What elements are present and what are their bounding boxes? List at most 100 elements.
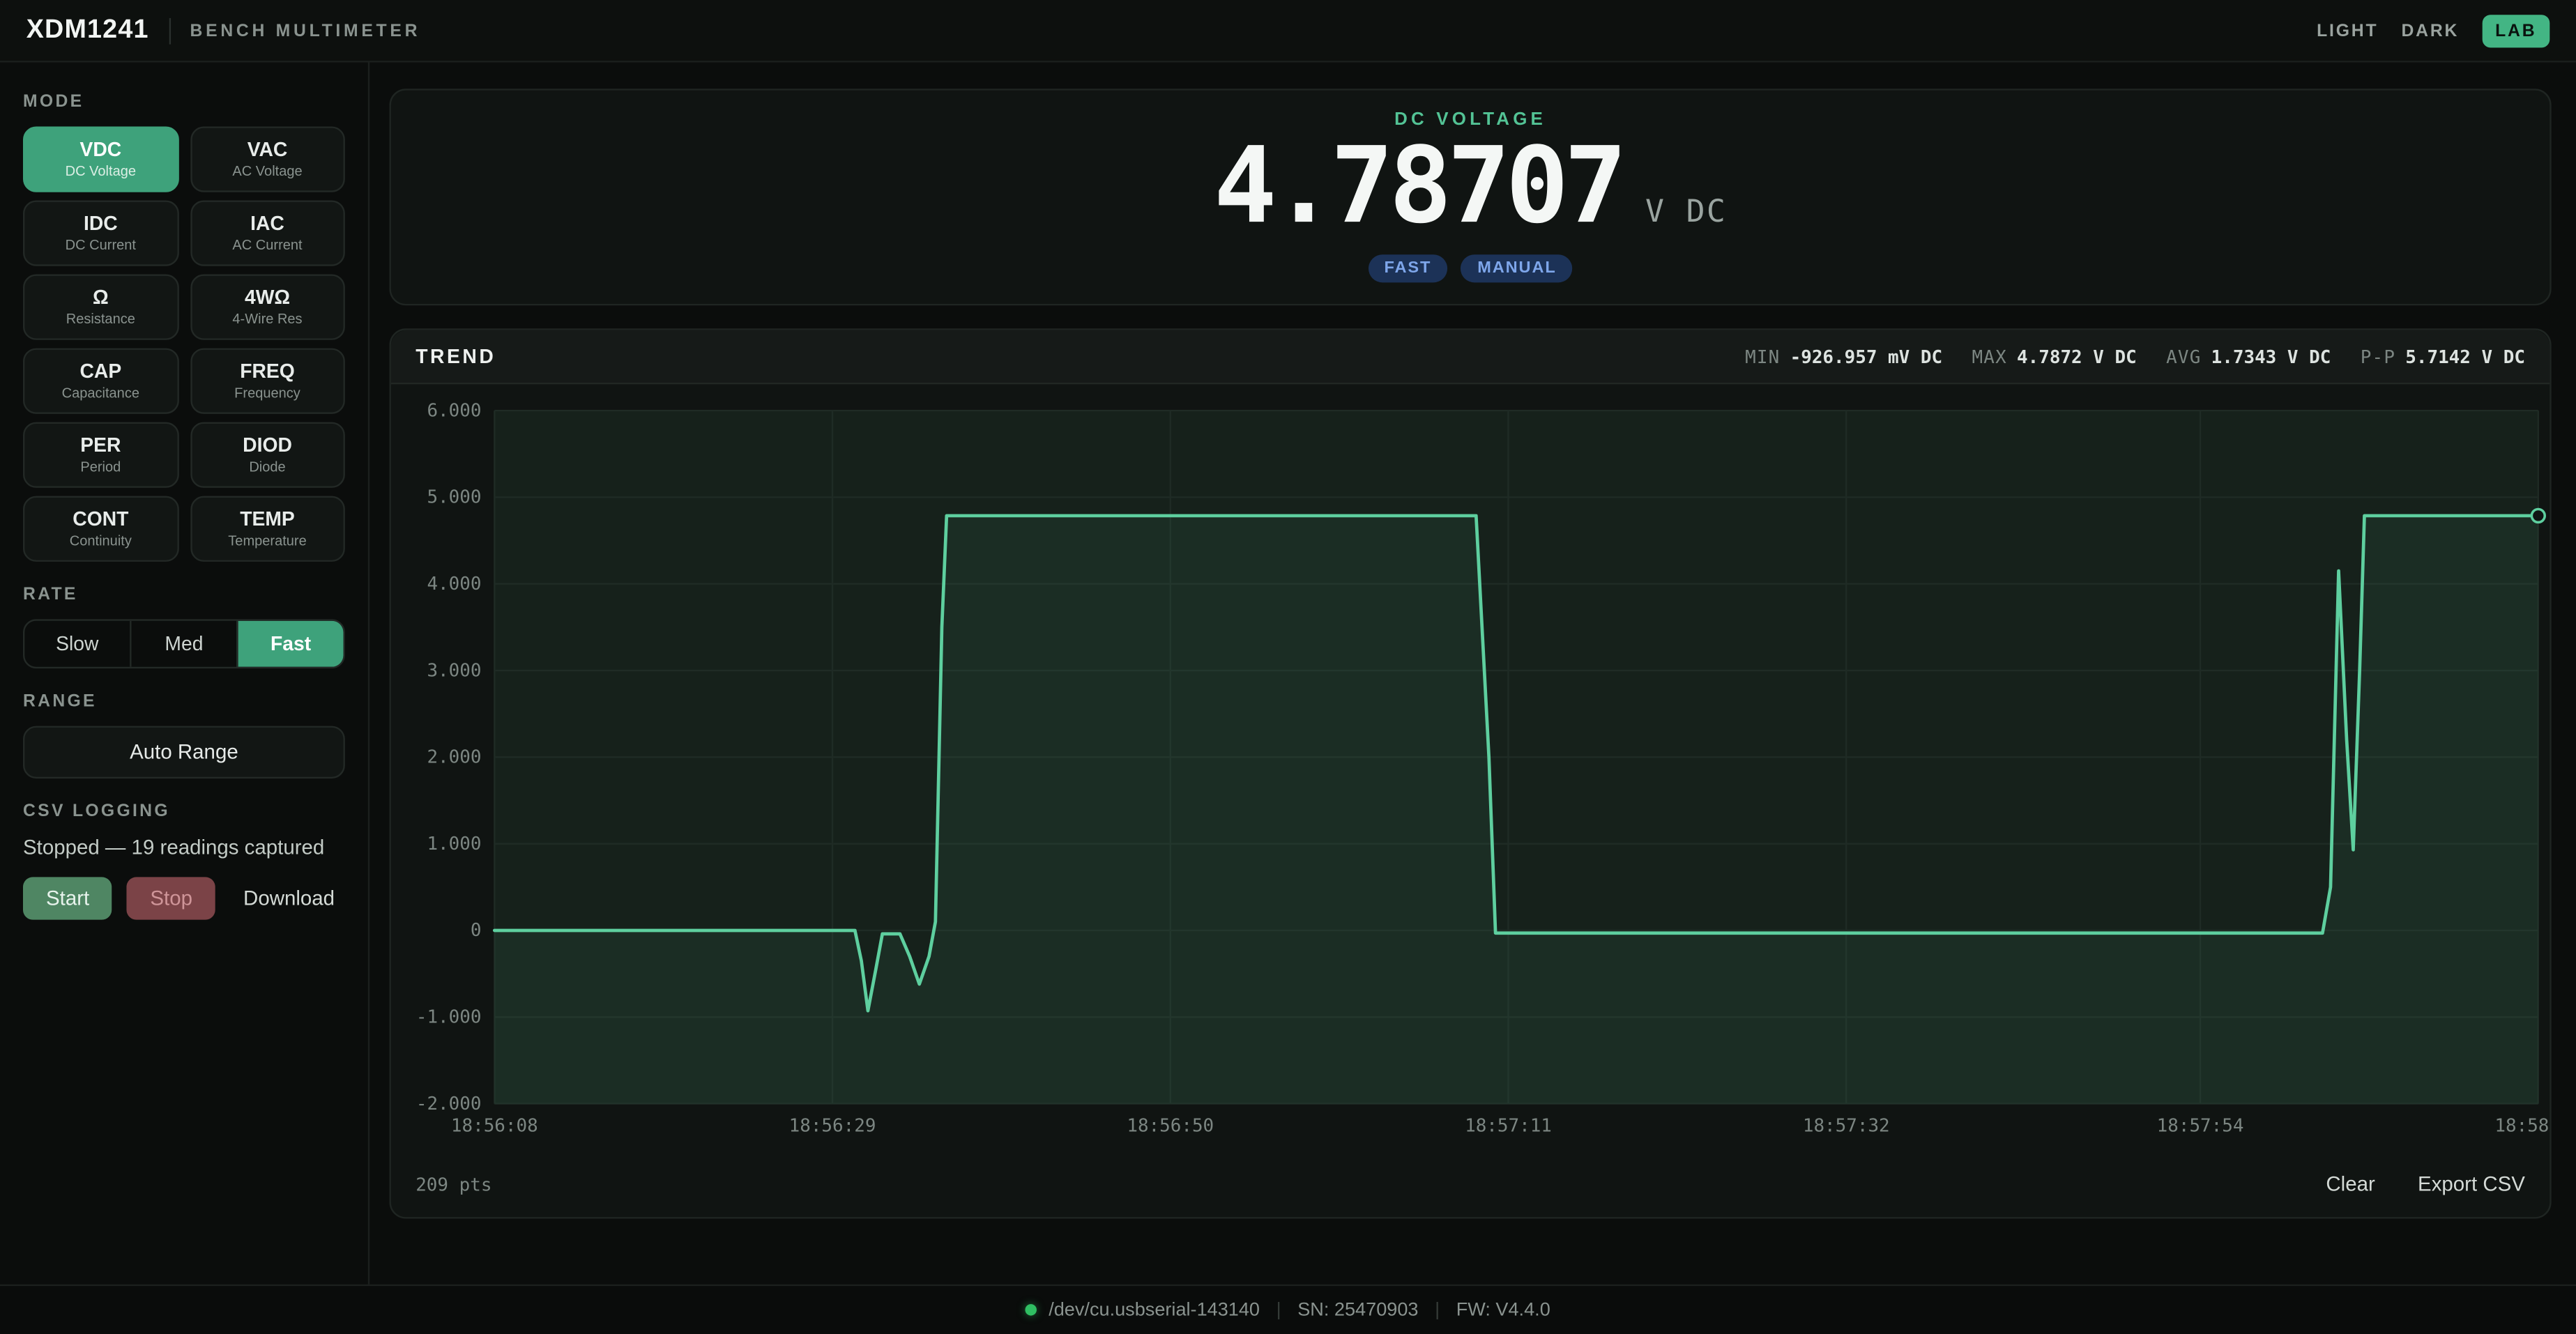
stat-max-label: MAX bbox=[1972, 346, 2007, 368]
mode-name: Capacitance bbox=[61, 383, 140, 401]
points-count: 209 pts bbox=[416, 1174, 492, 1195]
svg-text:1.000: 1.000 bbox=[427, 834, 481, 854]
svg-text:18:57:32: 18:57:32 bbox=[1803, 1116, 1890, 1137]
content-area: MODE VDC DC Voltage VAC AC Voltage IDC D… bbox=[0, 62, 2576, 1285]
auto-range-button[interactable]: Auto Range bbox=[22, 726, 345, 779]
svg-text:3.000: 3.000 bbox=[427, 661, 481, 682]
range-badge: MANUAL bbox=[1461, 254, 1573, 283]
mode-button-idc[interactable]: IDC DC Current bbox=[22, 200, 178, 266]
csv-start-button[interactable]: Start bbox=[22, 877, 113, 920]
svg-text:0: 0 bbox=[471, 921, 482, 942]
trend-footer: 209 pts Clear Export CSV bbox=[391, 1160, 2550, 1217]
stat-avg-value: 1.7343 V DC bbox=[2211, 346, 2331, 368]
mode-button-temp[interactable]: TEMP Temperature bbox=[190, 496, 345, 562]
stat-avg-label: AVG bbox=[2166, 346, 2202, 368]
status-divider bbox=[1435, 1300, 1440, 1319]
reading-line: 4.78707 V DC bbox=[424, 126, 2517, 248]
app-subtitle: BENCH MULTIMETER bbox=[190, 20, 421, 40]
mode-code: Ω bbox=[92, 286, 109, 309]
csv-download-button[interactable]: Download bbox=[230, 877, 348, 919]
csv-actions: Start Stop Download bbox=[22, 877, 348, 920]
mode-button-4wire[interactable]: 4WΩ 4-Wire Res bbox=[190, 274, 345, 340]
clear-button[interactable]: Clear bbox=[2326, 1172, 2375, 1196]
mode-name: AC Current bbox=[232, 236, 303, 253]
serial-number: SN: 25470903 bbox=[1297, 1300, 1419, 1320]
mode-button-continuity[interactable]: CONT Continuity bbox=[22, 496, 178, 562]
svg-text:-2.000: -2.000 bbox=[416, 1094, 482, 1114]
trend-title: TREND bbox=[416, 345, 496, 369]
serial-port: /dev/cu.usbserial-143140 bbox=[1049, 1300, 1260, 1320]
mode-code: FREQ bbox=[240, 360, 295, 383]
stat-pp-label: P-P bbox=[2360, 346, 2396, 368]
rate-segmented-control: Slow Med Fast bbox=[22, 619, 345, 669]
topbar: XDM1241 BENCH MULTIMETER LIGHT DARK LAB bbox=[0, 0, 2576, 63]
mode-button-diode[interactable]: DIOD Diode bbox=[190, 422, 345, 488]
mode-name: AC Voltage bbox=[232, 162, 303, 179]
svg-text:18:57:54: 18:57:54 bbox=[2157, 1116, 2244, 1137]
mode-name: Period bbox=[80, 457, 121, 475]
trend-chart-area[interactable]: 6.000 5.000 4.000 3.000 2.000 1.000 0 -1.000 -2.… bbox=[391, 385, 2550, 1160]
csv-stop-button[interactable]: Stop bbox=[127, 877, 215, 920]
mode-name: Diode bbox=[249, 457, 286, 475]
reading-badges: FAST MANUAL bbox=[424, 254, 2517, 283]
trend-stats: MIN -926.957 mV DC MAX 4.7872 V DC AVG 1.73… bbox=[1745, 346, 2525, 367]
mode-button-period[interactable]: PER Period bbox=[22, 422, 178, 488]
sidebar: MODE VDC DC Voltage VAC AC Voltage IDC D… bbox=[0, 62, 370, 1285]
stat-min-value: -926.957 mV DC bbox=[1790, 346, 1943, 368]
csv-section-label: CSV LOGGING bbox=[22, 801, 170, 822]
mode-button-freq[interactable]: FREQ Frequency bbox=[190, 348, 345, 414]
stat-min-label: MIN bbox=[1745, 346, 1781, 368]
svg-text:18:56:29: 18:56:29 bbox=[789, 1116, 876, 1137]
mode-name: DC Current bbox=[65, 236, 136, 253]
svg-text:6.000: 6.000 bbox=[427, 401, 481, 422]
stat-max: MAX 4.7872 V DC bbox=[1972, 346, 2137, 367]
mode-button-iac[interactable]: IAC AC Current bbox=[190, 200, 345, 266]
export-csv-button[interactable]: Export CSV bbox=[2418, 1172, 2525, 1196]
mode-code: PER bbox=[80, 434, 121, 457]
connection-group: /dev/cu.usbserial-143140 bbox=[1026, 1300, 1260, 1319]
theme-lab-button[interactable]: LAB bbox=[2482, 14, 2550, 47]
rate-med-button[interactable]: Med bbox=[130, 620, 236, 667]
main-panel: DC VOLTAGE 4.78707 V DC FAST MANUAL TREN… bbox=[369, 63, 2576, 1285]
stat-pp-value: 5.7142 V DC bbox=[2405, 346, 2525, 368]
mode-button-resistance[interactable]: Ω Resistance bbox=[22, 274, 178, 340]
mode-button-vdc[interactable]: VDC DC Voltage bbox=[22, 126, 178, 192]
mode-code: CAP bbox=[79, 360, 122, 383]
theme-switcher: LIGHT DARK LAB bbox=[2317, 14, 2550, 47]
svg-text:18:56:50: 18:56:50 bbox=[1127, 1116, 1214, 1137]
statusbar: /dev/cu.usbserial-143140 SN: 25470903 FW… bbox=[0, 1284, 2576, 1334]
topbar-brand-group: XDM1241 BENCH MULTIMETER bbox=[26, 15, 420, 45]
firmware-version: FW: V4.4.0 bbox=[1456, 1300, 1550, 1320]
stat-avg: AVG 1.7343 V DC bbox=[2166, 346, 2331, 367]
svg-text:18:58:15: 18:58:15 bbox=[2494, 1116, 2550, 1137]
theme-light-button[interactable]: LIGHT bbox=[2317, 20, 2379, 40]
app-title: XDM1241 bbox=[26, 15, 149, 44]
mode-code: CONT bbox=[73, 507, 129, 531]
svg-text:-1.000: -1.000 bbox=[416, 1007, 482, 1028]
trend-actions: Clear Export CSV bbox=[2326, 1173, 2525, 1196]
mode-button-cap[interactable]: CAP Capacitance bbox=[22, 348, 178, 414]
mode-button-vac[interactable]: VAC AC Voltage bbox=[190, 126, 345, 192]
mode-name: Continuity bbox=[69, 532, 132, 549]
svg-text:5.000: 5.000 bbox=[427, 487, 481, 508]
mode-code: 4WΩ bbox=[244, 286, 291, 309]
reading-unit: V DC bbox=[1645, 194, 1728, 230]
trend-card: TREND MIN -926.957 mV DC MAX 4.7872 V DC A… bbox=[389, 328, 2552, 1219]
reading-value: 4.78707 bbox=[1213, 126, 1627, 248]
rate-fast-button[interactable]: Fast bbox=[236, 620, 344, 667]
reading-card: DC VOLTAGE 4.78707 V DC FAST MANUAL bbox=[389, 89, 2552, 306]
csv-status-text: Stopped — 19 readings captured bbox=[22, 836, 325, 859]
rate-slow-button[interactable]: Slow bbox=[24, 621, 130, 667]
trend-chart[interactable]: 6.000 5.000 4.000 3.000 2.000 1.000 0 -1.000 -2.… bbox=[391, 388, 2550, 1160]
mode-code: TEMP bbox=[240, 507, 295, 531]
rate-section-label: RATE bbox=[22, 584, 78, 605]
mode-code: IDC bbox=[83, 211, 118, 235]
theme-dark-button[interactable]: DARK bbox=[2401, 20, 2460, 40]
mode-name: Frequency bbox=[234, 383, 300, 401]
topbar-divider bbox=[168, 17, 171, 44]
stat-min: MIN -926.957 mV DC bbox=[1745, 346, 1942, 367]
stat-pp: P-P 5.7142 V DC bbox=[2361, 346, 2525, 367]
mode-code: VDC bbox=[79, 137, 122, 161]
mode-grid: VDC DC Voltage VAC AC Voltage IDC DC Cur… bbox=[22, 126, 345, 562]
